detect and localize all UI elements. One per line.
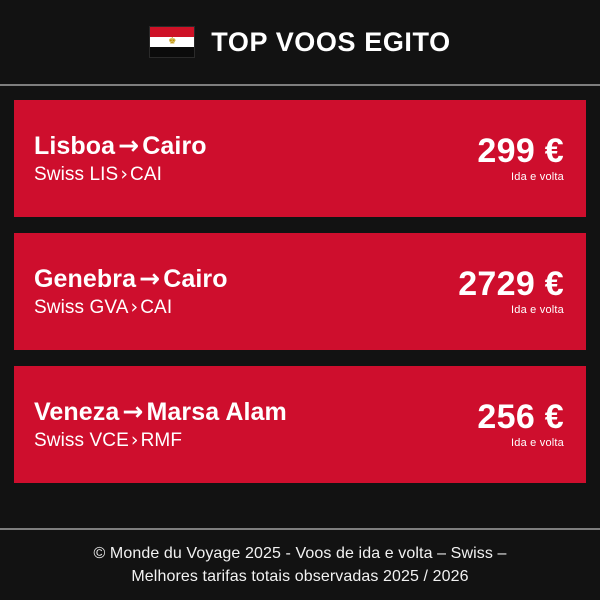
price-amount: 256 €: [477, 397, 564, 436]
flag-stripe-white: ♚: [150, 36, 195, 47]
page-title: TOP VOOS EGITO: [211, 26, 451, 57]
route-detail: Swiss GVA › CAI: [34, 295, 228, 319]
deal-info: Genebra → Cairo Swiss GVA › CAI: [34, 263, 228, 319]
chevron-right-icon: ›: [120, 162, 129, 185]
origin-airport-code: LIS: [89, 163, 119, 185]
airline-name: Swiss: [34, 296, 85, 318]
route-origin: Veneza: [34, 397, 120, 426]
route-origin: Lisboa: [34, 131, 116, 160]
flag-stripe-red: [150, 27, 195, 37]
origin-airport-code: GVA: [89, 296, 129, 318]
arrow-right-icon: →: [118, 130, 140, 160]
route-destination: Cairo: [163, 264, 228, 293]
price-note: Ida e volta: [511, 437, 564, 450]
route-origin: Genebra: [34, 264, 137, 293]
footer-copyright-line: © Monde du Voyage 2025 - Voos de ida e v…: [93, 544, 507, 562]
header-divider: [0, 84, 600, 86]
origin-airport-code: VCE: [89, 429, 129, 451]
deal-price-block: 2729 € Ida e volta: [458, 264, 564, 317]
flight-deal-card[interactable]: Veneza → Marsa Alam Swiss VCE › RMF 256 € Id…: [14, 366, 586, 483]
price-amount: 2729 €: [458, 264, 564, 303]
arrow-right-icon: →: [139, 263, 161, 293]
airline-name: Swiss: [34, 163, 85, 185]
destination-airport-code: CAI: [140, 296, 173, 318]
route-detail: Swiss LIS › CAI: [34, 162, 207, 186]
airline-name: Swiss: [34, 429, 85, 451]
chevron-right-icon: ›: [130, 428, 139, 451]
flight-deal-list: Lisboa → Cairo Swiss LIS › CAI 299 € Ida e v…: [0, 86, 600, 512]
arrow-right-icon: →: [122, 396, 144, 426]
route-destination: Cairo: [142, 131, 207, 160]
route-title: Lisboa → Cairo: [34, 130, 207, 160]
route-title: Veneza → Marsa Alam: [34, 396, 287, 426]
route-detail: Swiss VCE › RMF: [34, 428, 287, 452]
egypt-flag-icon: ♚: [149, 26, 196, 58]
destination-airport-code: RMF: [140, 429, 183, 451]
route-destination: Marsa Alam: [146, 397, 287, 426]
flight-deal-card[interactable]: Lisboa → Cairo Swiss LIS › CAI 299 € Ida e v…: [14, 100, 586, 217]
deal-info: Veneza → Marsa Alam Swiss VCE › RMF: [34, 396, 287, 452]
header: ♚ TOP VOOS EGITO: [0, 0, 600, 84]
chevron-right-icon: ›: [130, 295, 139, 318]
deal-price-block: 299 € Ida e volta: [477, 131, 564, 184]
eagle-of-saladin-icon: ♚: [168, 36, 177, 47]
price-amount: 299 €: [477, 131, 564, 170]
flag-stripe-black: [150, 46, 195, 57]
deal-price-block: 256 € Ida e volta: [477, 397, 564, 450]
price-note: Ida e volta: [511, 304, 564, 317]
route-title: Genebra → Cairo: [34, 263, 228, 293]
flight-deal-card[interactable]: Genebra → Cairo Swiss GVA › CAI 2729 € Ida e…: [14, 233, 586, 350]
deal-info: Lisboa → Cairo Swiss LIS › CAI: [34, 130, 207, 186]
footer-disclaimer-line: Melhores tarifas totais observadas 2025 …: [131, 567, 469, 585]
footer-divider: [0, 528, 600, 530]
footer: © Monde du Voyage 2025 - Voos de ida e v…: [0, 530, 600, 600]
price-note: Ida e volta: [511, 171, 564, 184]
destination-airport-code: CAI: [130, 163, 163, 185]
